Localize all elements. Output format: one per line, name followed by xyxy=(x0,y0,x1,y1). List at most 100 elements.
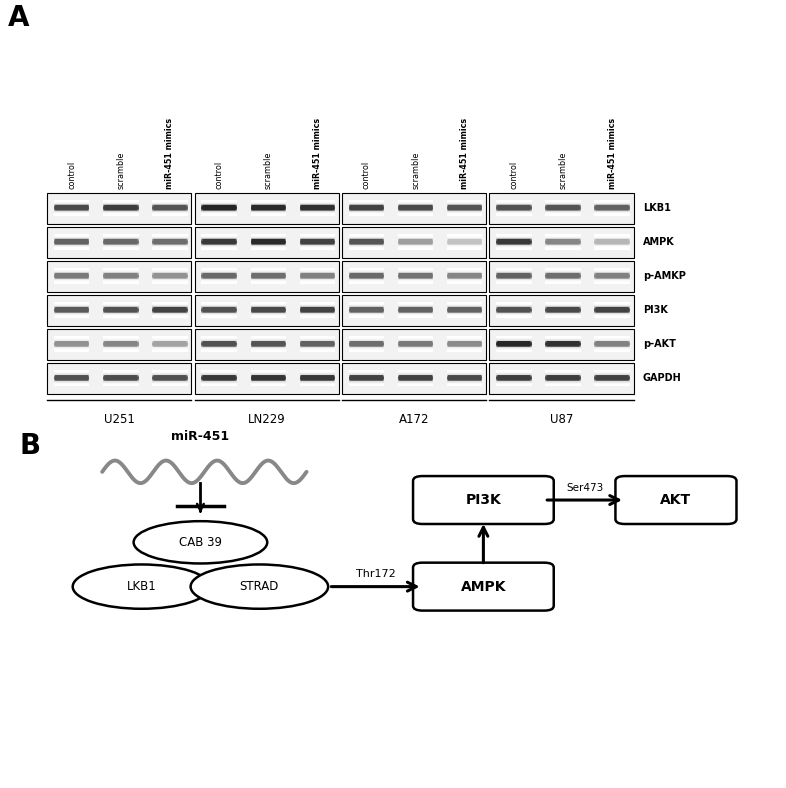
FancyBboxPatch shape xyxy=(152,244,188,245)
FancyBboxPatch shape xyxy=(251,215,286,216)
FancyBboxPatch shape xyxy=(251,337,286,338)
FancyBboxPatch shape xyxy=(349,350,384,351)
FancyBboxPatch shape xyxy=(496,234,531,235)
FancyBboxPatch shape xyxy=(447,278,483,279)
FancyBboxPatch shape xyxy=(201,278,237,279)
FancyBboxPatch shape xyxy=(103,339,138,340)
FancyBboxPatch shape xyxy=(105,205,138,210)
FancyBboxPatch shape xyxy=(103,311,138,312)
FancyBboxPatch shape xyxy=(251,208,286,209)
FancyBboxPatch shape xyxy=(496,237,531,239)
FancyBboxPatch shape xyxy=(594,340,630,341)
FancyBboxPatch shape xyxy=(398,272,433,273)
FancyBboxPatch shape xyxy=(152,208,188,209)
FancyBboxPatch shape xyxy=(251,283,286,284)
FancyBboxPatch shape xyxy=(252,205,285,210)
FancyBboxPatch shape xyxy=(251,210,286,211)
FancyBboxPatch shape xyxy=(545,304,581,305)
FancyBboxPatch shape xyxy=(55,273,88,278)
FancyBboxPatch shape xyxy=(545,240,581,241)
FancyBboxPatch shape xyxy=(152,206,188,207)
FancyBboxPatch shape xyxy=(447,205,483,206)
FancyBboxPatch shape xyxy=(447,338,483,339)
FancyBboxPatch shape xyxy=(54,280,90,281)
FancyBboxPatch shape xyxy=(251,375,286,376)
FancyBboxPatch shape xyxy=(103,249,138,250)
FancyBboxPatch shape xyxy=(447,203,483,204)
FancyBboxPatch shape xyxy=(201,241,237,242)
FancyBboxPatch shape xyxy=(447,203,483,204)
FancyBboxPatch shape xyxy=(545,244,581,245)
FancyBboxPatch shape xyxy=(299,372,335,373)
FancyBboxPatch shape xyxy=(448,273,481,278)
FancyBboxPatch shape xyxy=(545,200,581,201)
Text: GAPDH: GAPDH xyxy=(643,373,681,383)
FancyBboxPatch shape xyxy=(545,248,581,249)
FancyBboxPatch shape xyxy=(251,202,286,203)
FancyBboxPatch shape xyxy=(594,278,630,279)
FancyBboxPatch shape xyxy=(496,313,531,314)
FancyBboxPatch shape xyxy=(594,373,630,374)
Bar xyxy=(195,329,339,360)
FancyBboxPatch shape xyxy=(545,379,581,380)
FancyBboxPatch shape xyxy=(152,302,188,303)
FancyBboxPatch shape xyxy=(251,212,286,213)
FancyBboxPatch shape xyxy=(594,207,630,208)
Bar xyxy=(195,296,339,326)
FancyBboxPatch shape xyxy=(447,317,483,318)
FancyBboxPatch shape xyxy=(201,373,237,374)
FancyBboxPatch shape xyxy=(251,282,286,283)
FancyBboxPatch shape xyxy=(251,282,286,283)
Text: p-AKT: p-AKT xyxy=(643,339,676,349)
FancyBboxPatch shape xyxy=(447,207,483,208)
FancyBboxPatch shape xyxy=(447,235,483,236)
FancyBboxPatch shape xyxy=(398,313,433,314)
FancyBboxPatch shape xyxy=(496,234,531,235)
FancyBboxPatch shape xyxy=(447,211,483,212)
FancyBboxPatch shape xyxy=(447,375,483,376)
FancyBboxPatch shape xyxy=(594,383,630,384)
FancyBboxPatch shape xyxy=(103,208,138,209)
FancyBboxPatch shape xyxy=(447,278,483,279)
FancyBboxPatch shape xyxy=(448,205,481,210)
FancyBboxPatch shape xyxy=(299,244,335,245)
FancyBboxPatch shape xyxy=(496,305,531,306)
FancyBboxPatch shape xyxy=(54,273,90,274)
FancyBboxPatch shape xyxy=(299,244,335,245)
FancyBboxPatch shape xyxy=(201,211,237,212)
FancyBboxPatch shape xyxy=(496,316,531,317)
FancyBboxPatch shape xyxy=(496,244,531,245)
FancyBboxPatch shape xyxy=(251,236,286,237)
FancyBboxPatch shape xyxy=(447,346,483,347)
FancyBboxPatch shape xyxy=(103,375,138,376)
FancyBboxPatch shape xyxy=(447,383,483,384)
FancyBboxPatch shape xyxy=(299,346,335,347)
FancyBboxPatch shape xyxy=(54,246,90,247)
FancyBboxPatch shape xyxy=(152,276,188,277)
FancyBboxPatch shape xyxy=(299,242,335,243)
FancyBboxPatch shape xyxy=(349,281,384,282)
FancyBboxPatch shape xyxy=(498,239,531,244)
FancyBboxPatch shape xyxy=(54,206,90,207)
FancyBboxPatch shape xyxy=(594,282,630,283)
FancyBboxPatch shape xyxy=(152,211,188,212)
FancyBboxPatch shape xyxy=(398,202,433,203)
FancyBboxPatch shape xyxy=(496,349,531,350)
FancyBboxPatch shape xyxy=(55,375,88,381)
FancyBboxPatch shape xyxy=(251,380,286,381)
FancyBboxPatch shape xyxy=(398,344,433,345)
FancyBboxPatch shape xyxy=(152,208,188,209)
FancyBboxPatch shape xyxy=(349,209,384,210)
FancyBboxPatch shape xyxy=(496,312,531,313)
FancyBboxPatch shape xyxy=(496,350,531,351)
FancyBboxPatch shape xyxy=(103,372,138,373)
FancyBboxPatch shape xyxy=(152,204,188,205)
FancyBboxPatch shape xyxy=(349,240,384,241)
FancyBboxPatch shape xyxy=(349,341,384,342)
FancyBboxPatch shape xyxy=(398,244,433,245)
FancyBboxPatch shape xyxy=(398,272,433,273)
FancyBboxPatch shape xyxy=(447,351,483,352)
FancyBboxPatch shape xyxy=(398,378,433,379)
FancyBboxPatch shape xyxy=(299,378,335,379)
FancyBboxPatch shape xyxy=(349,245,384,246)
